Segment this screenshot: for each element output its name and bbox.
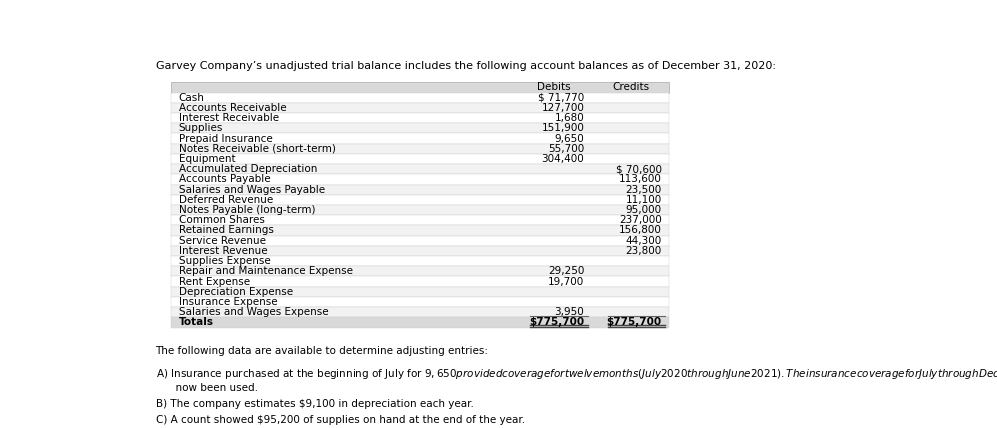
Bar [170, 287, 669, 297]
Bar [170, 103, 669, 113]
Text: Notes Payable (long-term): Notes Payable (long-term) [178, 205, 315, 215]
Bar [170, 144, 669, 154]
Text: 95,000: 95,000 [625, 205, 662, 215]
Text: 113,600: 113,600 [619, 174, 662, 184]
Bar [170, 164, 669, 174]
Bar [170, 184, 669, 195]
Text: 9,650: 9,650 [554, 134, 584, 143]
Text: Totals: Totals [178, 318, 213, 327]
Text: Deferred Revenue: Deferred Revenue [178, 195, 273, 205]
Bar [170, 226, 669, 235]
Text: 44,300: 44,300 [625, 236, 662, 246]
Text: 237,000: 237,000 [619, 215, 662, 225]
Text: 151,900: 151,900 [541, 123, 584, 133]
Bar [170, 113, 669, 123]
Text: Prepaid Insurance: Prepaid Insurance [178, 134, 272, 143]
Text: Debits: Debits [536, 83, 570, 92]
Text: $ 71,770: $ 71,770 [538, 93, 584, 103]
Text: A) Insurance purchased at the beginning of July for $9,650 provided coverage for: A) Insurance purchased at the beginning … [156, 367, 997, 392]
Text: Accumulated Depreciation: Accumulated Depreciation [178, 164, 317, 174]
Text: Accounts Receivable: Accounts Receivable [178, 103, 286, 113]
Text: Rent Expense: Rent Expense [178, 276, 250, 287]
Text: 23,500: 23,500 [625, 184, 662, 195]
Bar [170, 174, 669, 184]
Bar [170, 266, 669, 276]
Text: Interest Receivable: Interest Receivable [178, 113, 279, 123]
Text: Common Shares: Common Shares [178, 215, 264, 225]
Bar [170, 154, 669, 164]
Text: 19,700: 19,700 [548, 276, 584, 287]
Text: Service Revenue: Service Revenue [178, 236, 266, 246]
Text: 55,700: 55,700 [548, 144, 584, 154]
Text: Garvey Company’s unadjusted trial balance includes the following account balance: Garvey Company’s unadjusted trial balanc… [156, 61, 776, 71]
Text: Salaries and Wages Expense: Salaries and Wages Expense [178, 307, 328, 317]
Text: Supplies: Supplies [178, 123, 223, 133]
Bar [170, 195, 669, 205]
Text: Interest Revenue: Interest Revenue [178, 246, 267, 256]
Text: Repair and Maintenance Expense: Repair and Maintenance Expense [178, 266, 353, 276]
Text: 23,800: 23,800 [625, 246, 662, 256]
Text: The following data are available to determine adjusting entries:: The following data are available to dete… [156, 346, 489, 356]
Bar [170, 82, 669, 92]
Text: Supplies Expense: Supplies Expense [178, 256, 270, 266]
Text: Equipment: Equipment [178, 154, 235, 164]
Text: C) A count showed $95,200 of supplies on hand at the end of the year.: C) A count showed $95,200 of supplies on… [156, 415, 524, 425]
Text: Notes Receivable (short-term): Notes Receivable (short-term) [178, 144, 336, 154]
Text: 1,680: 1,680 [554, 113, 584, 123]
Bar [170, 276, 669, 287]
Bar [170, 317, 669, 327]
Bar [170, 134, 669, 144]
Text: 29,250: 29,250 [548, 266, 584, 276]
Text: Depreciation Expense: Depreciation Expense [178, 287, 293, 297]
Text: 127,700: 127,700 [541, 103, 584, 113]
Text: 11,100: 11,100 [625, 195, 662, 205]
Text: $775,700: $775,700 [606, 318, 662, 327]
Text: Retained Earnings: Retained Earnings [178, 226, 273, 235]
Bar [170, 205, 669, 215]
Text: Accounts Payable: Accounts Payable [178, 174, 270, 184]
Bar [170, 235, 669, 246]
Bar [170, 297, 669, 307]
Text: 3,950: 3,950 [554, 307, 584, 317]
Text: 156,800: 156,800 [619, 226, 662, 235]
Bar [170, 92, 669, 103]
Text: Cash: Cash [178, 93, 204, 103]
Text: Credits: Credits [612, 83, 649, 92]
Text: B) The company estimates $9,100 in depreciation each year.: B) The company estimates $9,100 in depre… [156, 399, 474, 409]
Text: Insurance Expense: Insurance Expense [178, 297, 277, 307]
Bar [170, 307, 669, 317]
Bar [170, 215, 669, 226]
Text: Salaries and Wages Payable: Salaries and Wages Payable [178, 184, 325, 195]
Text: $ 70,600: $ 70,600 [615, 164, 662, 174]
Bar [170, 246, 669, 256]
Bar [170, 123, 669, 134]
Text: $775,700: $775,700 [529, 318, 584, 327]
Text: 304,400: 304,400 [541, 154, 584, 164]
Bar [170, 256, 669, 266]
